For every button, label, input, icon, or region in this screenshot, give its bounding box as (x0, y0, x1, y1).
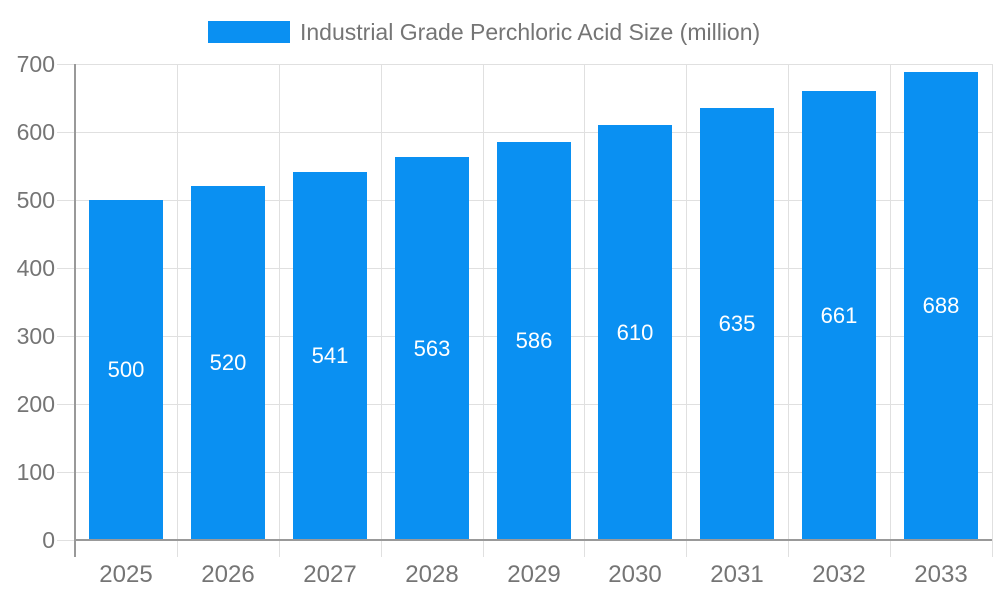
legend-label: Industrial Grade Perchloric Acid Size (m… (300, 19, 761, 45)
bar[interactable] (497, 142, 571, 540)
y-axis-tick-label: 200 (16, 391, 55, 417)
x-axis-tick-label: 2030 (608, 561, 662, 588)
y-axis-line (74, 64, 76, 557)
y-gridline (57, 132, 992, 133)
bar-value-label: 661 (820, 303, 858, 328)
y-axis-tick-label: 700 (16, 51, 55, 77)
bar[interactable] (904, 72, 978, 540)
y-axis-tick-label: 0 (42, 527, 55, 553)
bar[interactable] (395, 157, 469, 540)
x-gridline (686, 64, 687, 557)
x-gridline (584, 64, 585, 557)
x-axis-tick-label: 2029 (507, 561, 561, 588)
bar-value-label: 563 (413, 336, 451, 361)
x-axis-tick-label: 2033 (914, 561, 968, 588)
x-axis-tick-label: 2027 (303, 561, 357, 588)
x-gridline (890, 64, 891, 557)
bar[interactable] (191, 186, 265, 540)
x-gridline (483, 64, 484, 557)
bar[interactable] (598, 125, 672, 540)
y-axis-tick-label: 100 (16, 459, 55, 485)
x-axis-tick-label: 2028 (405, 561, 459, 588)
x-axis-line (75, 539, 992, 541)
y-axis-tick-label: 400 (16, 255, 55, 281)
bar-value-label: 500 (107, 357, 145, 382)
bar-value-label: 635 (718, 311, 756, 336)
x-axis-tick-label: 2025 (99, 561, 153, 588)
legend-item[interactable]: Industrial Grade Perchloric Acid Size (m… (208, 17, 760, 47)
x-gridline (788, 64, 789, 557)
x-gridline (992, 64, 993, 557)
y-axis-tick-label: 300 (16, 323, 55, 349)
x-axis-tick-label: 2031 (710, 561, 764, 588)
bar[interactable] (700, 108, 774, 540)
bar[interactable] (293, 172, 367, 540)
y-axis-tick-label: 600 (16, 119, 55, 145)
y-gridline (57, 64, 992, 65)
bar-value-label: 541 (311, 343, 349, 368)
x-gridline (381, 64, 382, 557)
x-gridline (279, 64, 280, 557)
bar-value-label: 586 (515, 328, 553, 353)
bar-value-label: 688 (922, 293, 960, 318)
bar-value-label: 520 (209, 350, 247, 375)
x-axis-tick-label: 2026 (201, 561, 255, 588)
x-gridline (177, 64, 178, 557)
y-axis-tick-label: 500 (16, 187, 55, 213)
legend-swatch (208, 21, 290, 43)
bar[interactable] (802, 91, 876, 540)
bar-value-label: 610 (616, 320, 654, 345)
bar[interactable] (89, 200, 163, 540)
x-axis-tick-label: 2032 (812, 561, 866, 588)
